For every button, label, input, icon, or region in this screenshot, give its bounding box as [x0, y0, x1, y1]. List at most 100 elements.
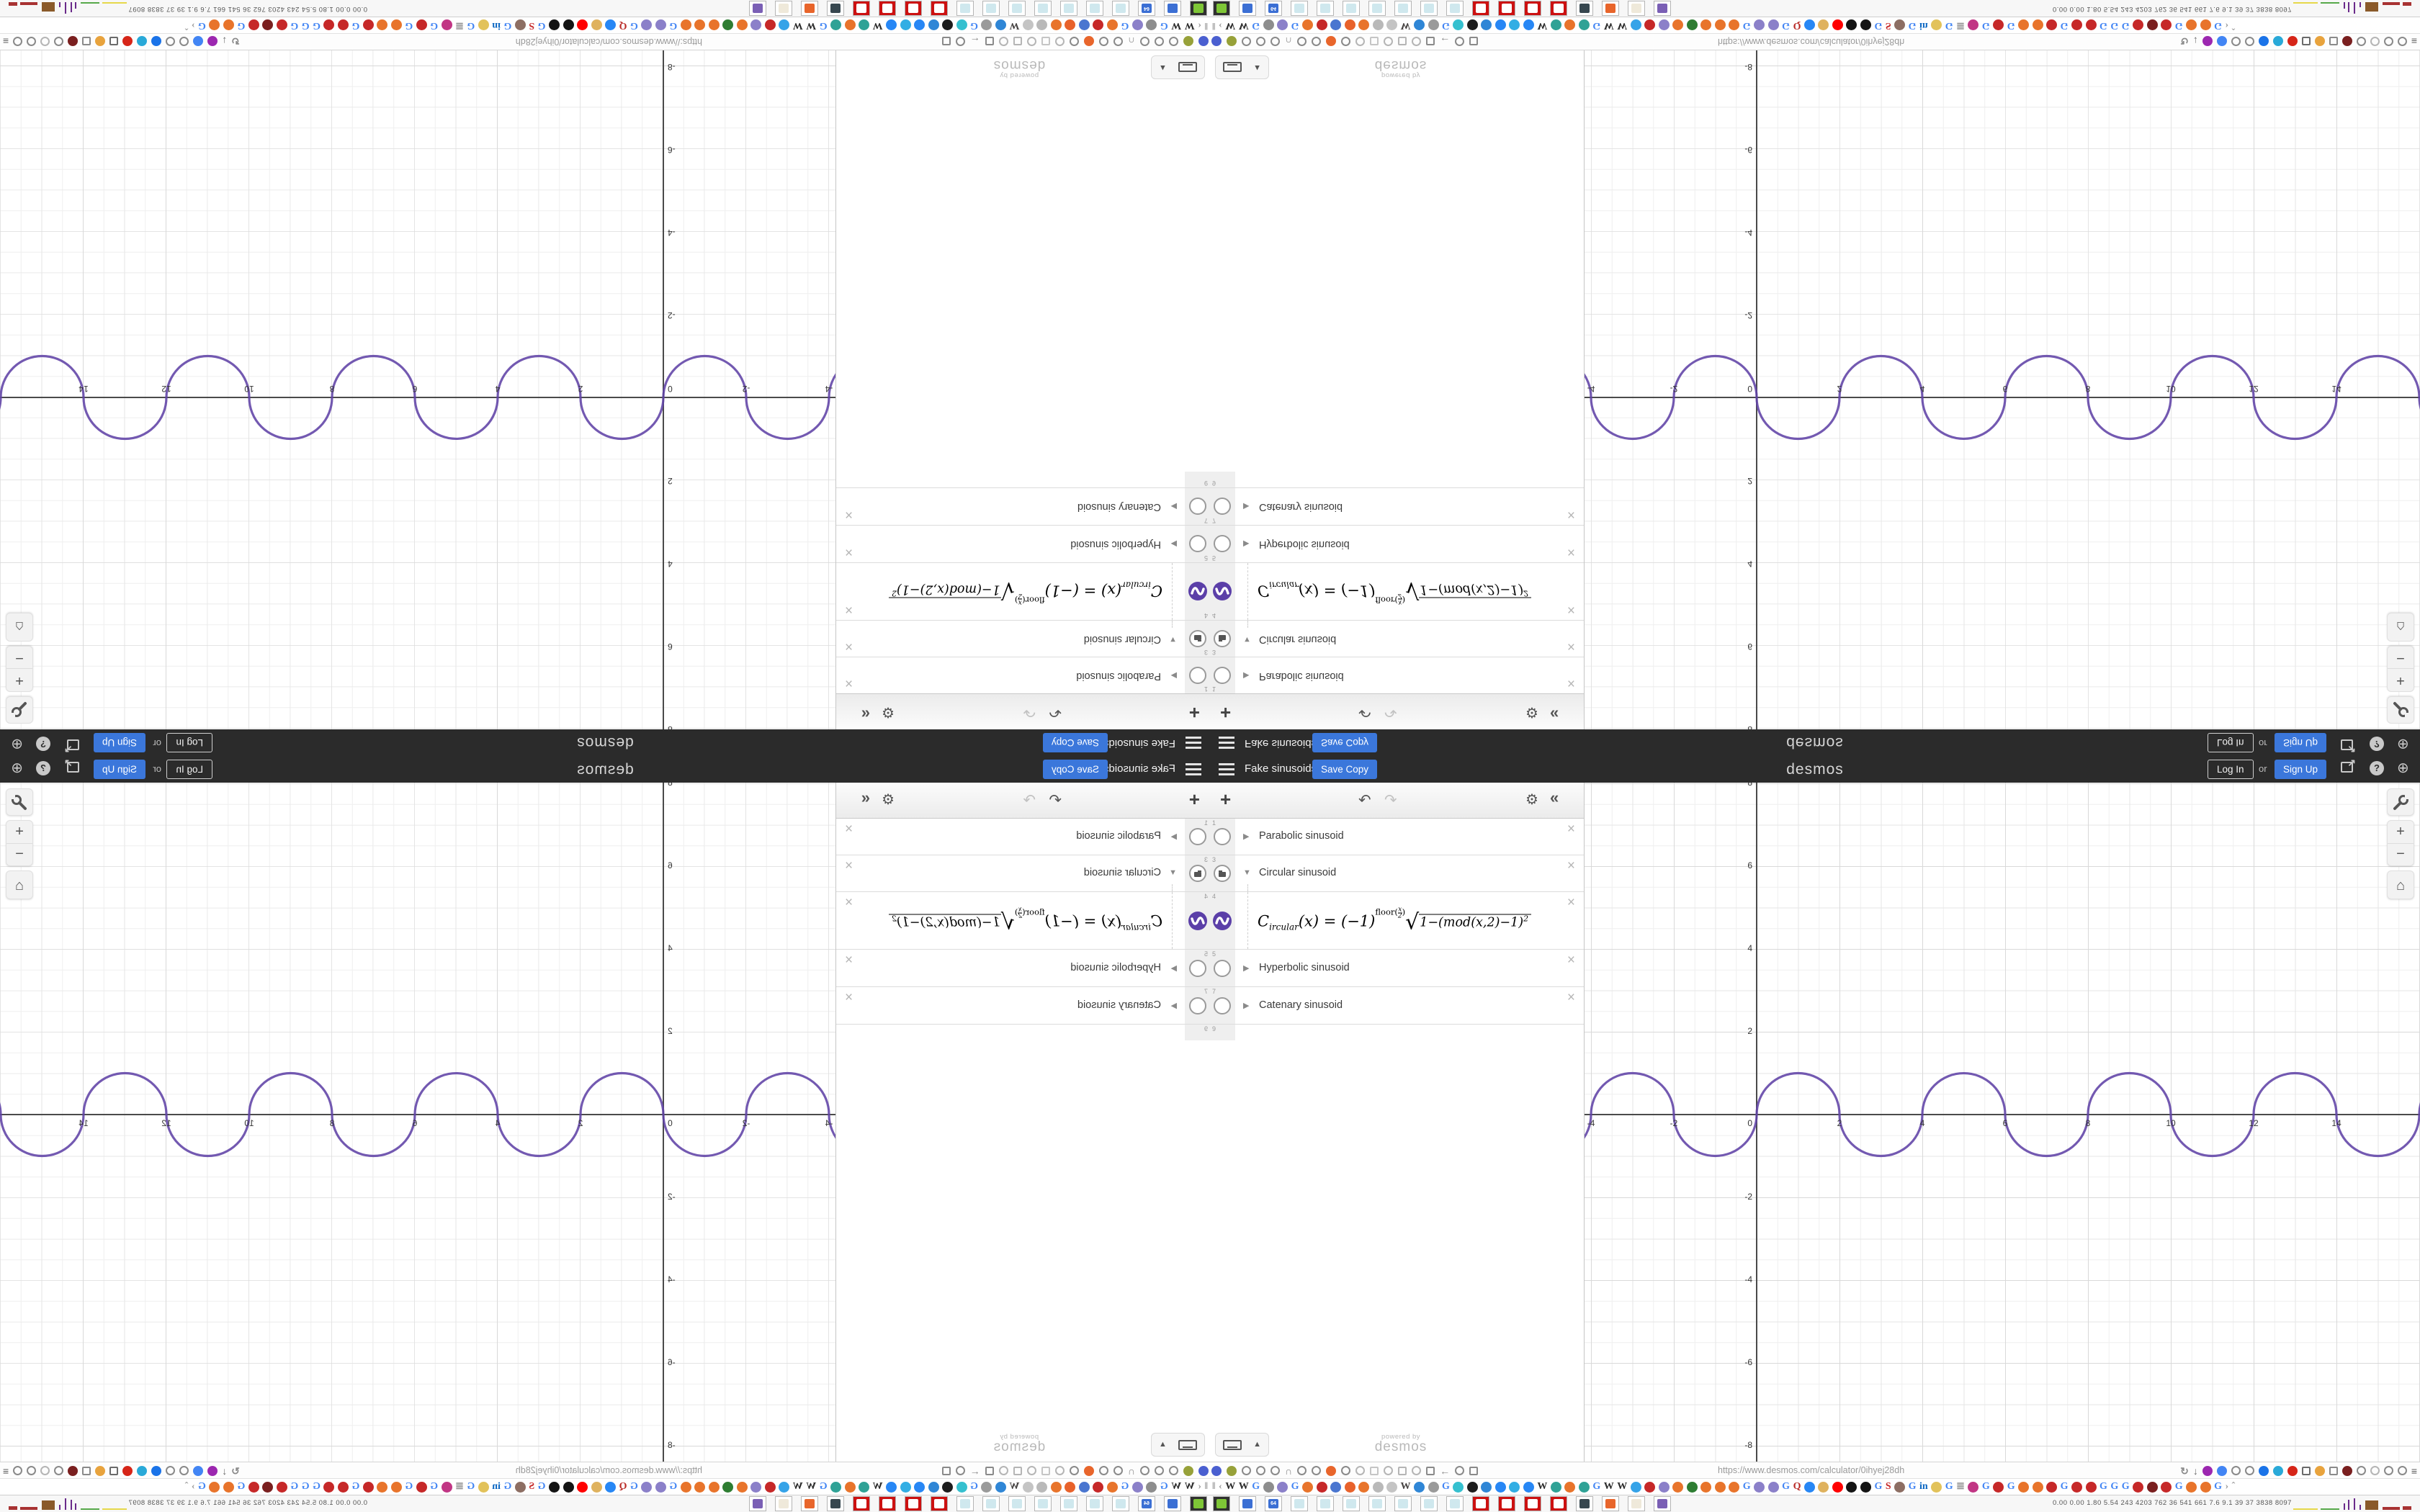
- bookmark-favicon[interactable]: [1564, 19, 1576, 31]
- log-in-button[interactable]: Log In: [166, 733, 212, 752]
- toolbar-extension-icon[interactable]: [2341, 36, 2352, 47]
- toolbar-extension-icon[interactable]: [1355, 37, 1366, 46]
- toolbar-extension-icon[interactable]: [27, 37, 37, 46]
- bookmark-favicon[interactable]: [1729, 19, 1740, 31]
- toolbar-extension-icon[interactable]: [1098, 37, 1108, 46]
- add-expression-button[interactable]: +: [1220, 702, 1232, 724]
- bookmark-favicon[interactable]: [722, 1481, 734, 1493]
- taskbar-app-icon[interactable]: [1239, 1496, 1256, 1511]
- bookmark-favicon[interactable]: [736, 1481, 748, 1493]
- bookmark-favicon[interactable]: [1509, 19, 1520, 31]
- bookmark-favicon[interactable]: ˆ: [184, 20, 189, 31]
- delete-expression-button[interactable]: ×: [845, 990, 853, 1005]
- taskbar-app-icon[interactable]: [931, 1, 948, 16]
- page-url[interactable]: https://www.desmos.com/calculator/0ihyej…: [1718, 1465, 1905, 1475]
- bookmark-favicon[interactable]: G: [2110, 1481, 2119, 1492]
- bookmark-favicon[interactable]: [248, 19, 259, 31]
- add-expression-button[interactable]: +: [1188, 702, 1200, 724]
- bookmark-favicon[interactable]: G: [351, 20, 360, 31]
- bookmark-favicon[interactable]: G: [2214, 20, 2222, 31]
- bookmark-favicon[interactable]: W: [1537, 1481, 1548, 1492]
- bookmark-favicon[interactable]: Q: [619, 20, 627, 31]
- toolbar-extension-icon[interactable]: [13, 37, 23, 46]
- share-icon[interactable]: ↗: [2341, 739, 2356, 755]
- bookmark-favicon[interactable]: [2018, 19, 2030, 31]
- toolbar-extension-icon[interactable]: [1041, 1466, 1050, 1475]
- toolbar-extension-icon[interactable]: [1169, 1466, 1178, 1475]
- bookmark-favicon[interactable]: G: [237, 1481, 246, 1492]
- taskbar-app-icon[interactable]: [1190, 1496, 1207, 1511]
- undo-button[interactable]: ↶: [1049, 703, 1062, 720]
- delete-expression-button[interactable]: ×: [1567, 639, 1575, 654]
- taskbar-app-icon[interactable]: [827, 1, 844, 16]
- bookmark-favicon[interactable]: [1644, 1481, 1656, 1493]
- bookmark-favicon[interactable]: G: [1742, 20, 1751, 31]
- bookmark-favicon[interactable]: G: [430, 1481, 439, 1492]
- language-globe-icon[interactable]: ⊕: [11, 736, 23, 752]
- toolbar-extension-icon[interactable]: [985, 37, 994, 46]
- taskbar-app-icon[interactable]: [1291, 1496, 1308, 1511]
- bookmark-favicon[interactable]: G: [819, 20, 828, 31]
- bookmark-favicon[interactable]: G: [301, 20, 310, 31]
- toolbar-extension-icon[interactable]: [166, 1466, 176, 1475]
- expression-gutter[interactable]: 5: [1210, 526, 1235, 562]
- toolbar-extension-icon[interactable]: [1355, 1466, 1366, 1475]
- folder-label[interactable]: Circular sinusoid: [1259, 867, 1337, 878]
- bookmark-favicon[interactable]: [416, 19, 427, 31]
- bookmark-favicon[interactable]: [2032, 19, 2043, 31]
- bookmark-favicon[interactable]: ‹: [1219, 1481, 1222, 1492]
- expression-gutter[interactable]: 9: [1185, 472, 1210, 487]
- toolbar-extension-icon[interactable]: [2356, 37, 2366, 46]
- bookmark-favicon[interactable]: G: [430, 20, 439, 31]
- log-in-button[interactable]: Log In: [166, 760, 212, 779]
- collapse-panel-icon[interactable]: «: [1550, 706, 1559, 724]
- folder-label[interactable]: Catenary sinusoid: [1077, 999, 1161, 1011]
- toolbar-extension-icon[interactable]: [207, 36, 218, 47]
- toolbar-extension-icon[interactable]: [40, 37, 50, 46]
- bookmark-favicon[interactable]: G: [1121, 20, 1129, 31]
- folder-label[interactable]: Parabolic sinusoid: [1076, 830, 1161, 842]
- bookmark-favicon[interactable]: ‖: [1204, 20, 1208, 31]
- bookmark-favicon[interactable]: G: [1945, 20, 1953, 31]
- bookmark-favicon[interactable]: [928, 1481, 939, 1493]
- taskbar-app-icon[interactable]: [1394, 1496, 1412, 1511]
- toolbar-extension-icon[interactable]: [1211, 36, 1222, 47]
- folder-label[interactable]: Circular sinusoid: [1083, 634, 1161, 645]
- bookmark-favicon[interactable]: G: [2007, 1481, 2015, 1492]
- toolbar-extension-icon[interactable]: ↓: [222, 1464, 228, 1477]
- bookmark-favicon[interactable]: [1277, 19, 1289, 31]
- default-viewport-button[interactable]: ⌂: [2387, 613, 2414, 642]
- add-expression-button[interactable]: +: [1188, 788, 1200, 810]
- bookmark-favicon[interactable]: [736, 19, 748, 31]
- bookmark-favicon[interactable]: [2161, 19, 2172, 31]
- bookmark-favicon[interactable]: S: [529, 1481, 535, 1492]
- toolbar-extension-icon[interactable]: [1242, 1466, 1251, 1475]
- taskbar-app-icon[interactable]: [1190, 1, 1207, 16]
- bookmark-favicon[interactable]: G: [629, 1481, 638, 1492]
- bookmark-favicon[interactable]: [995, 1481, 1006, 1493]
- toolbar-extension-icon[interactable]: [2329, 1466, 2338, 1475]
- toolbar-extension-icon[interactable]: [2216, 1465, 2227, 1476]
- bookmark-favicon[interactable]: [591, 1481, 602, 1493]
- formula-latex[interactable]: Circular(x) = (−1)floor(x 2)√1−(mod(x,2)−…: [1258, 906, 1532, 935]
- bookmark-favicon[interactable]: [2133, 1481, 2144, 1493]
- expression-gutter[interactable]: 3: [1185, 855, 1210, 891]
- bookmark-favicon[interactable]: [337, 19, 349, 31]
- bookmark-favicon[interactable]: [276, 1481, 287, 1493]
- delete-expression-button[interactable]: ×: [1567, 858, 1575, 873]
- toolbar-extension-icon[interactable]: [1412, 1466, 1422, 1475]
- bookmark-favicon[interactable]: [1358, 19, 1369, 31]
- graph-paper[interactable]: -4 -2 2 4 6 8 10 12 14 0 8 6 4 2 -2 -4 -6 -8: [1585, 783, 2420, 1462]
- bookmark-favicon[interactable]: [2046, 1481, 2058, 1493]
- bookmark-favicon[interactable]: [928, 19, 939, 31]
- folder-expanded-arrow[interactable]: ▼: [1169, 635, 1177, 644]
- bookmark-favicon[interactable]: [1079, 19, 1090, 31]
- bookmark-favicon[interactable]: [859, 19, 870, 31]
- folder-expanded-arrow[interactable]: ▼: [1243, 635, 1251, 644]
- bookmark-favicon[interactable]: G: [537, 20, 546, 31]
- bookmark-favicon[interactable]: [779, 19, 790, 31]
- toolbar-extension-icon[interactable]: [1370, 1466, 1379, 1475]
- toolbar-extension-icon[interactable]: [82, 37, 91, 46]
- bookmark-favicon[interactable]: [323, 19, 335, 31]
- bookmark-favicon[interactable]: Q: [1793, 20, 1801, 31]
